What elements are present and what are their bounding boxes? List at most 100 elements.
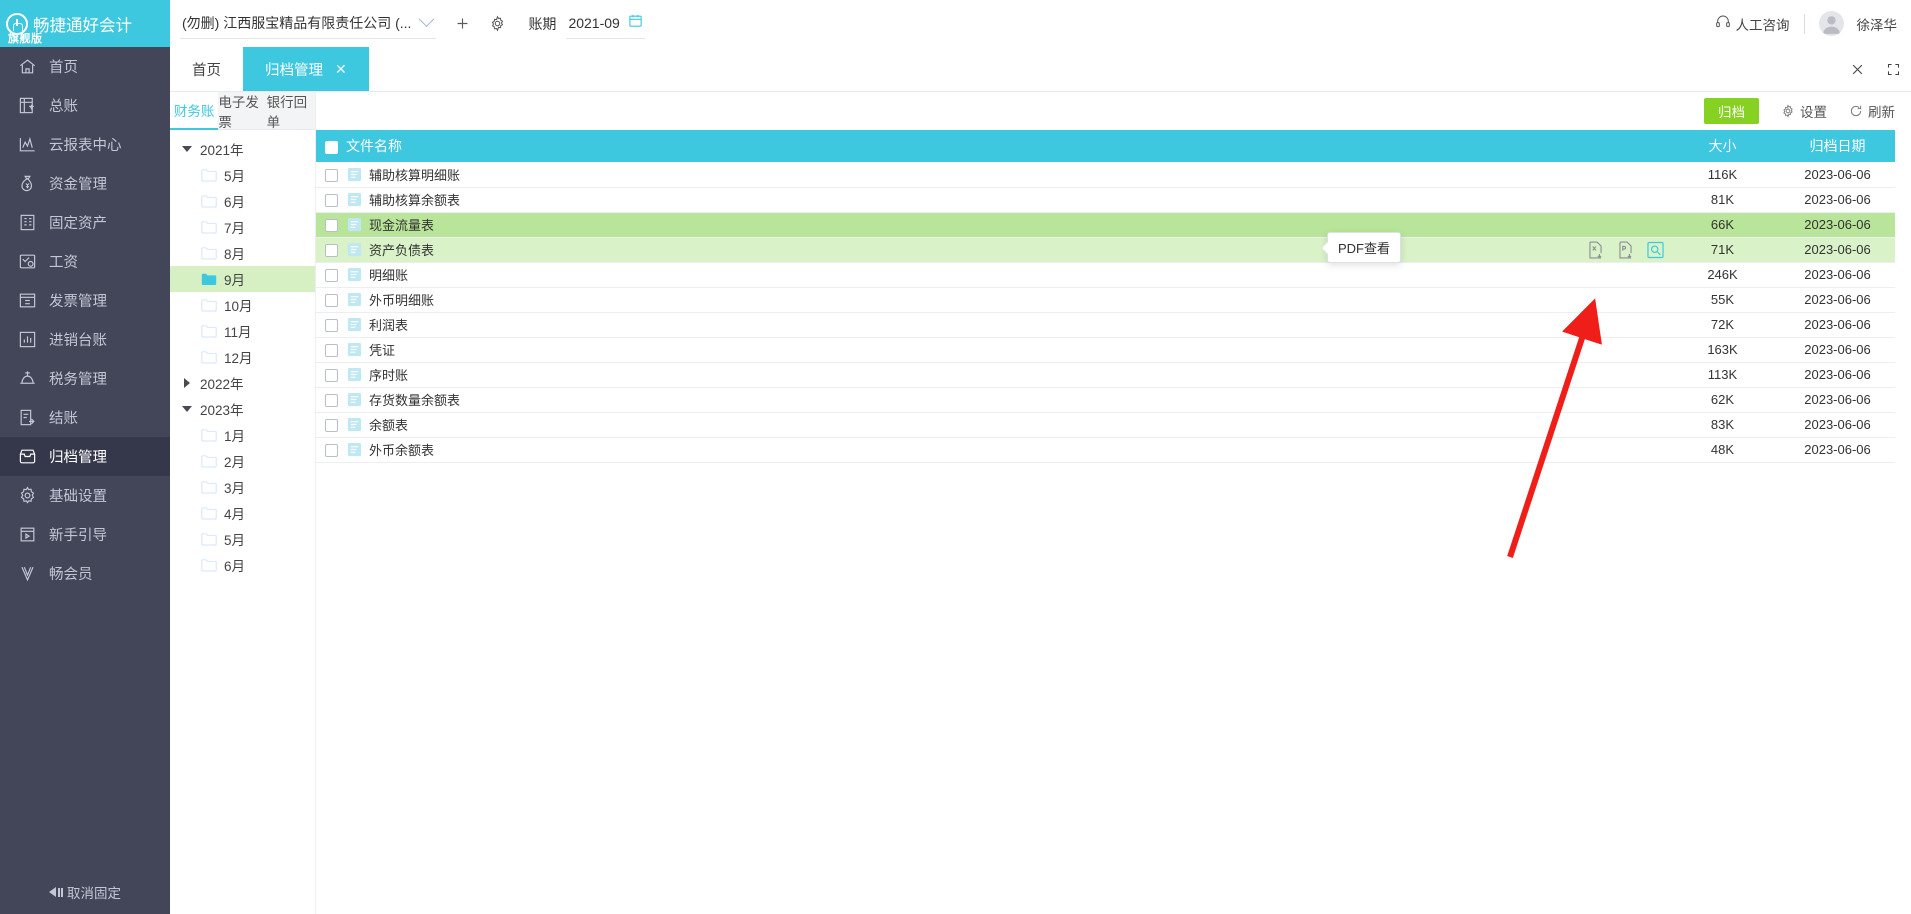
tab-archive-management[interactable]: 归档管理 ✕ xyxy=(243,47,369,91)
customer-service-button[interactable]: 人工咨询 xyxy=(1715,14,1790,34)
archive-button[interactable]: 归档 xyxy=(1704,98,1759,124)
company-name: (勿删) 江西服宝精品有限责任公司 (... xyxy=(182,15,412,31)
row-checkbox[interactable] xyxy=(324,294,338,308)
sidebar-item-home[interactable]: 首页 xyxy=(0,47,170,86)
tree-node-year[interactable]: 2022年 xyxy=(170,370,315,396)
row-checkbox[interactable] xyxy=(324,319,338,333)
row-checkbox-cell xyxy=(316,287,346,313)
tree-node-month[interactable]: 9月 xyxy=(170,266,315,292)
collapse-sidebar-button[interactable]: 取消固定 xyxy=(0,870,170,914)
row-checkbox[interactable] xyxy=(324,369,338,383)
sidebar-item-invoice[interactable]: 发票管理 xyxy=(0,281,170,320)
refresh-button[interactable]: 刷新 xyxy=(1849,101,1895,121)
table-row[interactable]: 凭证 163K 2023-06-06 xyxy=(316,337,1895,363)
table-row[interactable]: 外币余额表 48K 2023-06-06 xyxy=(316,437,1895,463)
column-header-date[interactable]: 归档日期 xyxy=(1780,130,1895,162)
tree-node-year[interactable]: 2021年 xyxy=(170,136,315,162)
table-row[interactable]: 外币明细账 55K 2023-06-06 xyxy=(316,287,1895,313)
tree-node-month[interactable]: 6月 xyxy=(170,552,315,578)
sidebar-item-inventory[interactable]: 进销台账 xyxy=(0,320,170,359)
row-checkbox-cell xyxy=(316,312,346,338)
tab-label: 银行回单 xyxy=(266,94,308,130)
sidebar-item-close-books[interactable]: 结账 xyxy=(0,398,170,437)
tree-node-month[interactable]: 8月 xyxy=(170,240,315,266)
tree-node-month[interactable]: 6月 xyxy=(170,188,315,214)
sidebar-item-fixed-assets[interactable]: 固定资产 xyxy=(0,203,170,242)
table-row[interactable]: 现金流量表 66K 2023-06-06 xyxy=(316,212,1895,238)
tab-label: 电子发票 xyxy=(218,94,259,130)
row-checkbox[interactable] xyxy=(324,419,338,433)
tab-e-invoice[interactable]: 电子发票 xyxy=(218,92,267,130)
tree-node-label: 1月 xyxy=(224,429,246,444)
sidebar-item-archive[interactable]: 归档管理 xyxy=(0,437,170,476)
table-row[interactable]: 辅助核算明细账 116K 2023-06-06 xyxy=(316,162,1895,188)
table-row[interactable]: 余额表 83K 2023-06-06 xyxy=(316,412,1895,438)
tab-home[interactable]: 首页 xyxy=(170,47,243,91)
tree-node-year[interactable]: 2023年 xyxy=(170,396,315,422)
row-checkbox[interactable] xyxy=(324,219,338,233)
sidebar-item-beginner-guide[interactable]: 新手引导 xyxy=(0,515,170,554)
sidebar-item-tax[interactable]: 税务管理 xyxy=(0,359,170,398)
row-checkbox-cell xyxy=(316,262,346,288)
period-selector[interactable]: 2021-09 xyxy=(566,9,645,39)
row-checkbox[interactable] xyxy=(324,269,338,283)
avatar[interactable] xyxy=(1818,11,1844,36)
row-checkbox[interactable] xyxy=(324,444,338,458)
table-row[interactable]: 明细账 246K 2023-06-06 xyxy=(316,262,1895,288)
top-bar: (勿删) 江西服宝精品有限责任公司 (... 账期 2021-09 xyxy=(170,0,1911,47)
column-header-name[interactable]: 文件名称 xyxy=(346,130,1665,162)
caret-down-icon[interactable] xyxy=(180,146,194,152)
table-row[interactable]: 辅助核算余额表 81K 2023-06-06 xyxy=(316,187,1895,213)
close-icon[interactable] xyxy=(1839,47,1875,92)
tree-node-month[interactable]: 12月 xyxy=(170,344,315,370)
excel-download-icon[interactable] xyxy=(1586,240,1605,259)
pdf-download-icon[interactable] xyxy=(1616,240,1635,259)
row-checkbox[interactable] xyxy=(324,194,338,208)
collapse-bars-icon xyxy=(58,887,63,897)
row-checkbox[interactable] xyxy=(324,344,338,358)
sidebar-item-vip-member[interactable]: 畅会员 xyxy=(0,554,170,593)
user-name[interactable]: 徐泽华 xyxy=(1856,17,1898,33)
app-logo[interactable]: 畅捷通好会计 旗舰版 xyxy=(0,0,170,47)
pdf-view-icon[interactable] xyxy=(1646,240,1665,259)
tree-node-month[interactable]: 1月 xyxy=(170,422,315,448)
row-checkbox[interactable] xyxy=(324,168,338,182)
tree-node-month[interactable]: 11月 xyxy=(170,318,315,344)
table-row[interactable]: 序时账 113K 2023-06-06 xyxy=(316,362,1895,388)
row-checkbox[interactable] xyxy=(324,244,338,258)
table-row[interactable]: 资产负债表 71K 2023-06-06 xyxy=(316,237,1895,263)
tree-node-month[interactable]: 7月 xyxy=(170,214,315,240)
table-row[interactable]: 利润表 72K 2023-06-06 xyxy=(316,312,1895,338)
settings-button[interactable]: 设置 xyxy=(1781,101,1827,121)
tab-bank-receipt[interactable]: 银行回单 xyxy=(266,92,315,130)
tab-label: 归档管理 xyxy=(265,62,323,79)
gear-icon[interactable] xyxy=(489,15,506,32)
column-header-size[interactable]: 大小 xyxy=(1665,130,1780,162)
sidebar-item-cloud-reports[interactable]: 云报表中心 xyxy=(0,125,170,164)
tab-financial-books[interactable]: 财务账 xyxy=(170,92,219,130)
select-all-checkbox[interactable] xyxy=(324,140,338,154)
tree-node-month[interactable]: 5月 xyxy=(170,526,315,552)
table-row[interactable]: 存货数量余额表 62K 2023-06-06 xyxy=(316,387,1895,413)
plus-icon[interactable] xyxy=(454,15,471,32)
close-icon[interactable]: ✕ xyxy=(335,60,347,77)
sidebar-item-ledger[interactable]: 总账 xyxy=(0,86,170,125)
tree-node-month[interactable]: 4月 xyxy=(170,500,315,526)
caret-right-icon[interactable] xyxy=(180,378,194,388)
period-value: 2021-09 xyxy=(568,15,620,31)
company-selector[interactable]: (勿删) 江西服宝精品有限责任公司 (... xyxy=(180,9,437,39)
tree-node-month[interactable]: 5月 xyxy=(170,162,315,188)
row-checkbox[interactable] xyxy=(324,394,338,408)
caret-down-icon[interactable] xyxy=(180,406,194,412)
sidebar-item-funds[interactable]: 资金管理 xyxy=(0,164,170,203)
sidebar-item-payroll[interactable]: 工资 xyxy=(0,242,170,281)
file-size-cell: 72K xyxy=(1665,312,1780,338)
main-area: (勿删) 江西服宝精品有限责任公司 (... 账期 2021-09 xyxy=(170,0,1911,914)
tab-label: 财务账 xyxy=(173,104,215,119)
tree-node-month[interactable]: 3月 xyxy=(170,474,315,500)
expand-icon[interactable] xyxy=(1875,47,1911,92)
tree-node-month[interactable]: 2月 xyxy=(170,448,315,474)
payroll-icon xyxy=(17,251,38,272)
sidebar-item-basic-settings[interactable]: 基础设置 xyxy=(0,476,170,515)
tree-node-month[interactable]: 10月 xyxy=(170,292,315,318)
